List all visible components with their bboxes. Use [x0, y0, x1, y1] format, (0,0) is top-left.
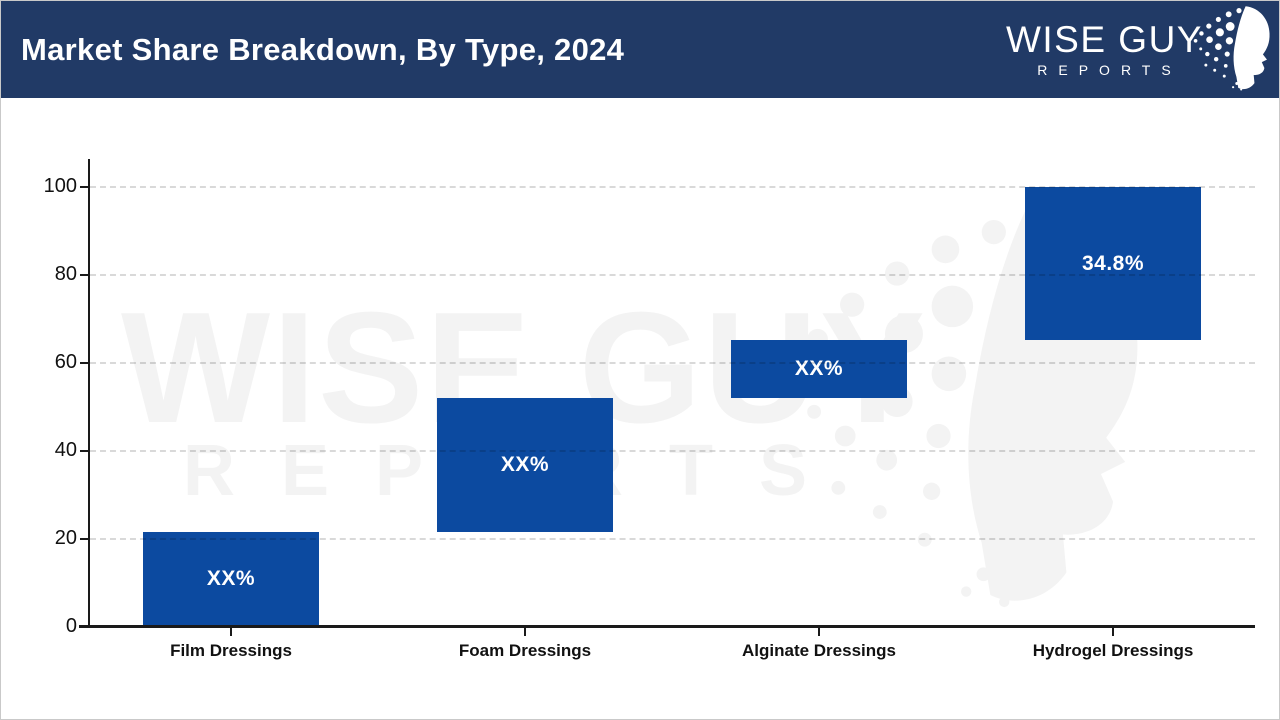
x-tick-label: Alginate Dressings [742, 641, 896, 660]
chart-title: Market Share Breakdown, By Type, 2024 [21, 31, 625, 67]
bar-value-label: XX% [794, 356, 844, 380]
y-tick-label-80: 80 [54, 263, 77, 285]
y-tick-label-20: 20 [54, 527, 77, 549]
x-tick-mark-2 [818, 628, 820, 636]
x-tick-mark-3 [1112, 628, 1114, 636]
gridline-20 [90, 538, 1255, 540]
gridline-60 [90, 362, 1255, 364]
bar-segment: 34.8% [1025, 187, 1201, 341]
y-tick-label-60: 60 [54, 351, 77, 373]
bar-value-label: 34.8% [1081, 251, 1145, 275]
logo-wordmark: WISE GUY REPORTS [1006, 21, 1203, 78]
gridline-100 [90, 186, 1255, 188]
bar-segment: XX% [437, 397, 613, 532]
bar-value-label: XX% [206, 567, 256, 591]
y-tick-label-100: 100 [43, 175, 77, 197]
y-tick-mark-20 [80, 538, 88, 540]
bar-value-label: XX% [500, 452, 550, 476]
y-tick-mark-100 [80, 186, 88, 188]
wiseguy-logo: WISE GUY REPORTS [1006, 1, 1275, 98]
y-tick-mark-60 [80, 362, 88, 364]
x-tick-label: Foam Dressings [458, 641, 592, 660]
x-tick-label: Hydrogel Dressings [1032, 641, 1194, 660]
x-tick-label: Film Dressings [170, 641, 292, 660]
bar-segment: XX% [143, 531, 319, 627]
y-tick-mark-80 [80, 274, 88, 276]
y-axis-line [88, 159, 90, 628]
y-tick-mark-40 [80, 450, 88, 452]
gridline-40 [90, 450, 1255, 452]
header-bar: Market Share Breakdown, By Type, 2024 WI… [1, 1, 1279, 98]
bar-segment: XX% [731, 340, 907, 398]
y-tick-mark-0 [80, 626, 88, 628]
x-tick-mark-0 [230, 628, 232, 636]
logo-sub-text: REPORTS [1037, 62, 1182, 78]
x-tick-mark-1 [524, 628, 526, 636]
y-tick-label-0: 0 [65, 615, 77, 637]
y-tick-label-40: 40 [54, 439, 77, 461]
x-axis-line [79, 625, 1255, 628]
logo-name-text: WISE GUY [1005, 19, 1203, 60]
gridline-80 [90, 274, 1255, 276]
